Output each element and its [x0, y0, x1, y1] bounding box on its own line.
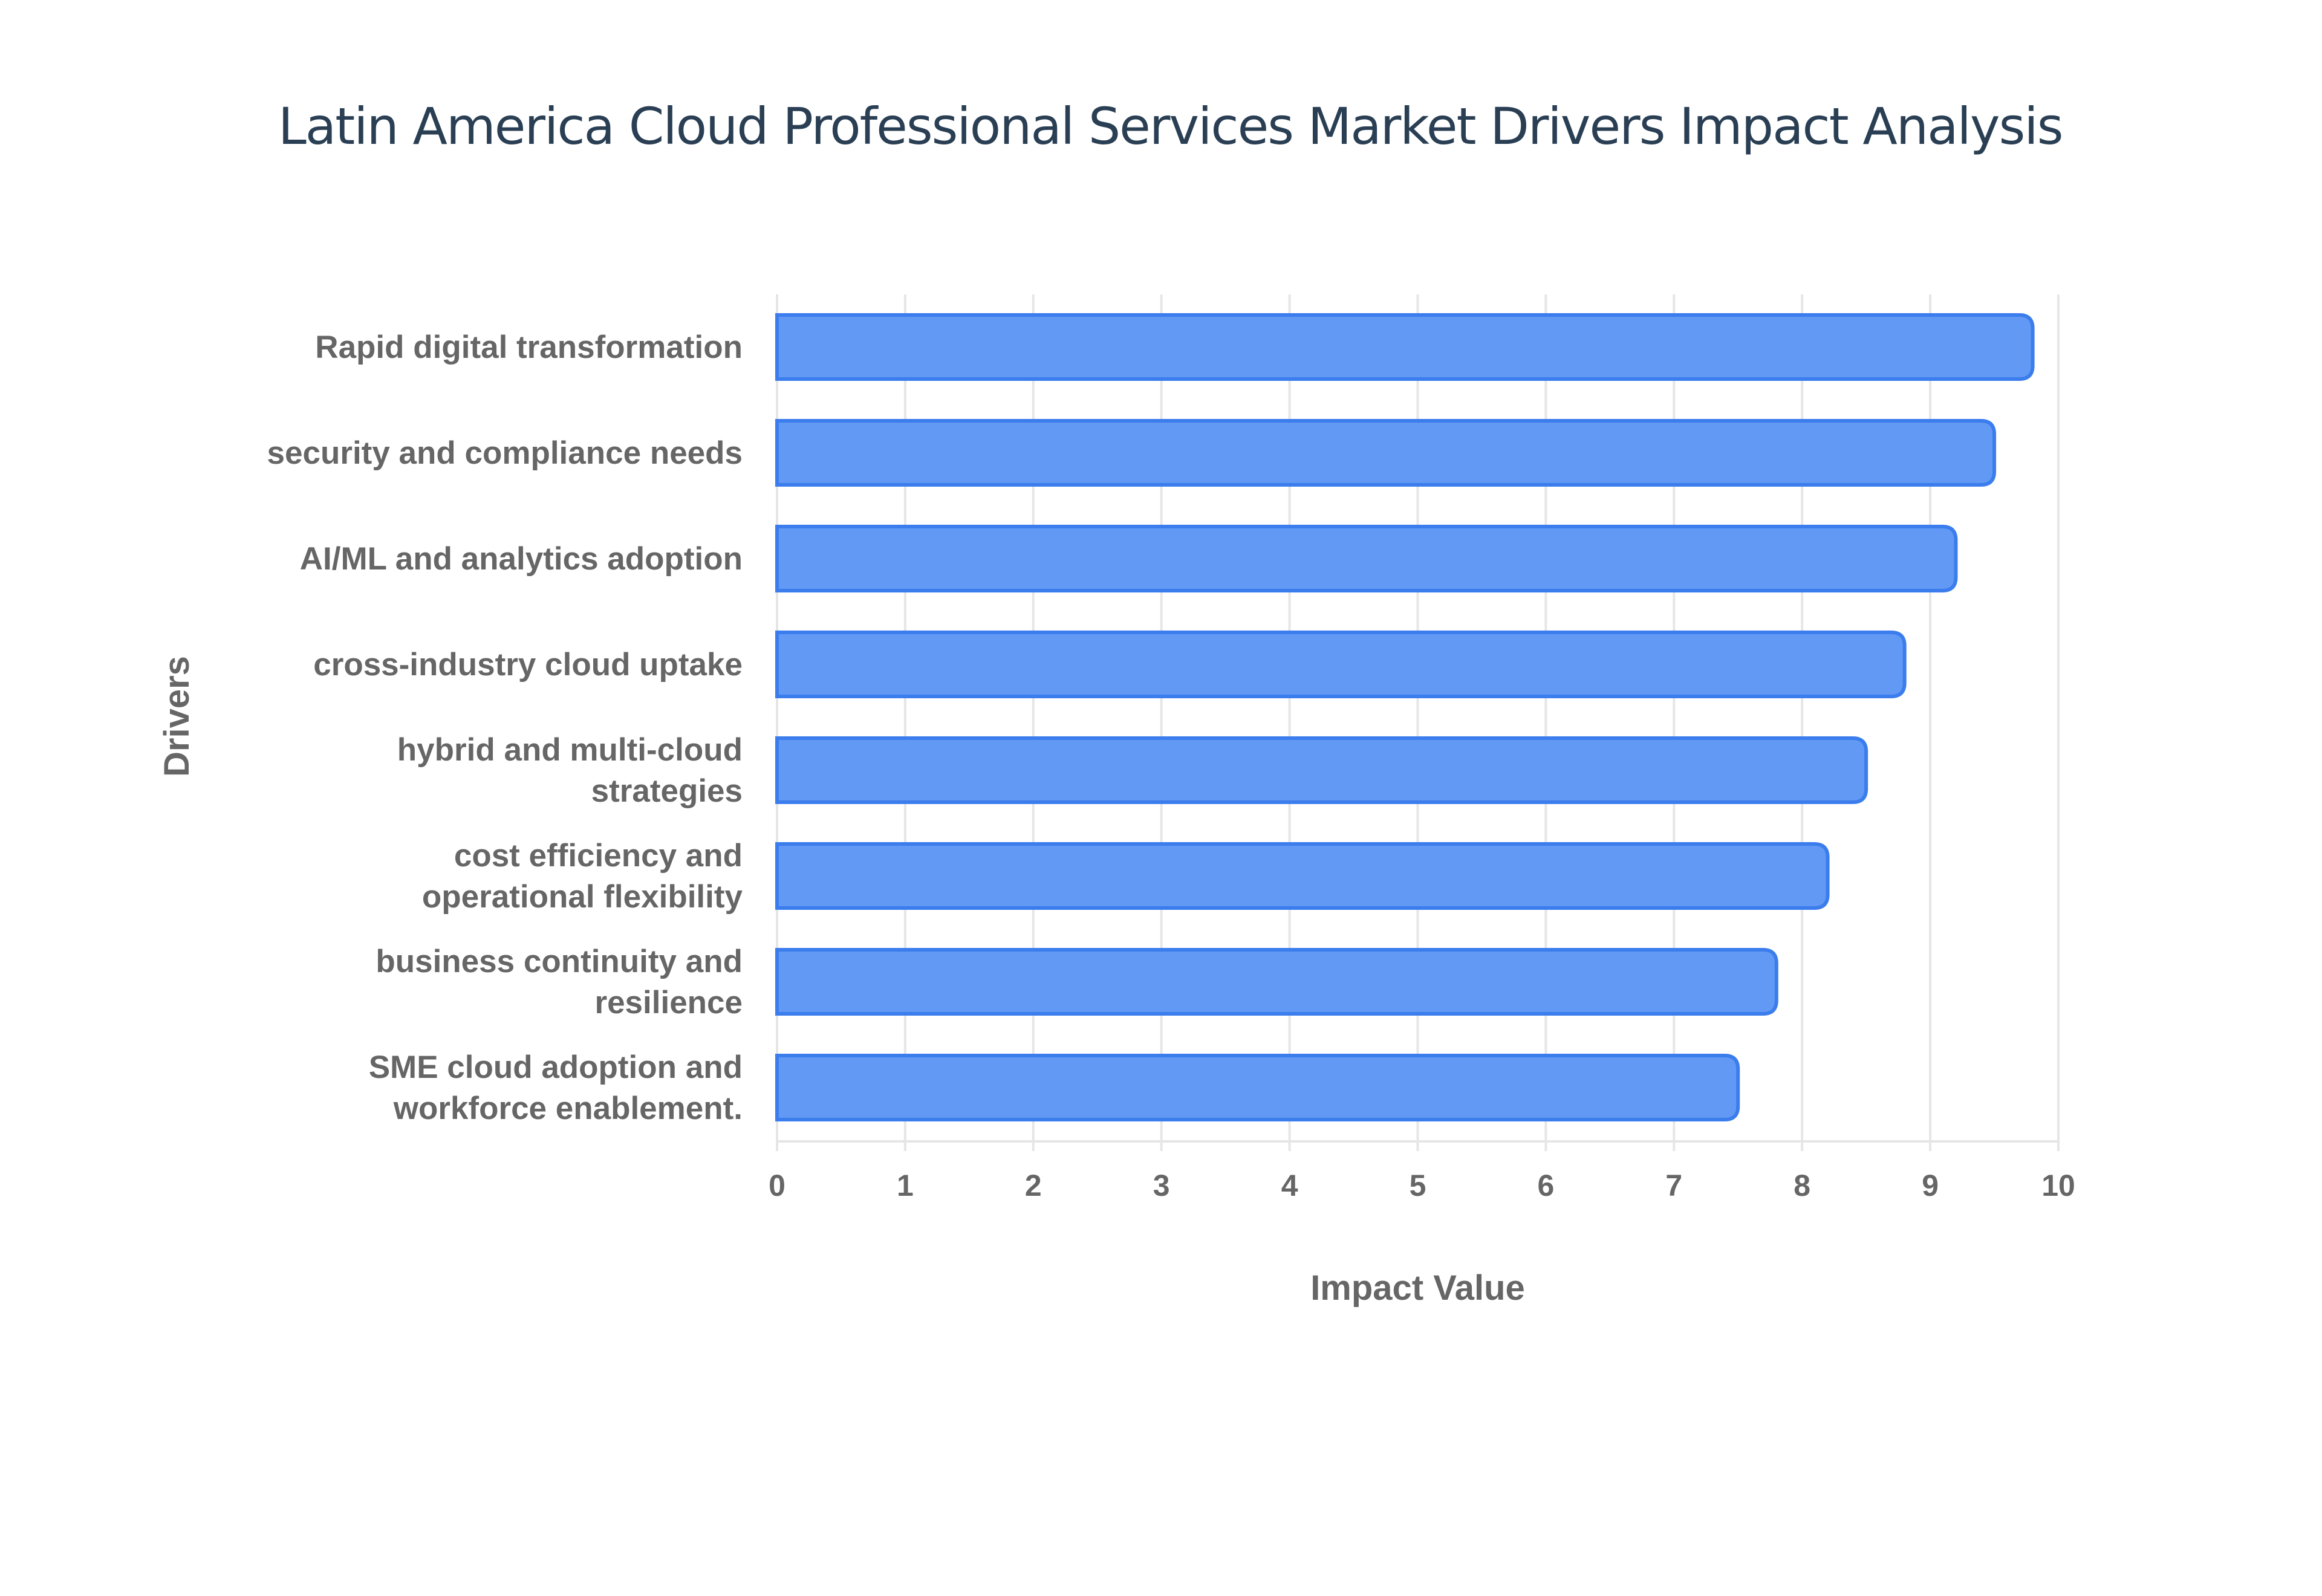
x-tick-label: 3: [1153, 1169, 1170, 1202]
x-tick-label: 0: [769, 1169, 785, 1202]
y-tick-label: security and compliance needs: [267, 435, 743, 471]
y-tick-label-line: Rapid digital transformation: [315, 329, 743, 365]
x-axis-title: Impact Value: [1310, 1268, 1525, 1308]
bar: [775, 948, 1778, 1016]
y-tick-label-line: hybrid and multi-cloud: [397, 732, 743, 768]
y-tick-label-line: cost efficiency and: [454, 838, 743, 874]
bar: [775, 842, 1830, 910]
y-tick-label: AI/ML and analytics adoption: [300, 541, 743, 577]
bar: [775, 1054, 1740, 1121]
y-axis-title: Drivers: [157, 656, 197, 777]
bar: [775, 736, 1868, 804]
y-tick-label-line: resilience: [594, 985, 743, 1020]
x-tick-label: 2: [1025, 1169, 1042, 1202]
y-tick-label-line: SME cloud adoption and: [369, 1049, 743, 1085]
y-tick-label: cross-industry cloud uptake: [313, 647, 743, 683]
x-tick-label: 1: [897, 1169, 914, 1202]
x-tick-label: 9: [1922, 1169, 1939, 1202]
bar: [775, 525, 1958, 592]
y-tick-label: hybrid and multi-cloud strategies: [397, 732, 743, 809]
y-tick-label-line: workforce enablement.: [393, 1091, 743, 1126]
y-tick-label-line: business continuity and: [376, 944, 743, 979]
x-tick-label: 10: [2041, 1169, 2075, 1202]
x-tick-label: 8: [1794, 1169, 1810, 1202]
bar: [775, 419, 1997, 487]
y-tick-label-line: cross-industry cloud uptake: [313, 647, 743, 683]
x-tick-label: 4: [1281, 1169, 1298, 1202]
y-tick-label: SME cloud adoption and workforce enableme…: [369, 1049, 743, 1126]
x-tick-label: 5: [1410, 1169, 1426, 1202]
y-tick-label-line: operational flexibility: [422, 879, 743, 915]
x-tick-label: 6: [1537, 1169, 1554, 1202]
bar: [775, 631, 1907, 698]
y-tick-label-line: AI/ML and analytics adoption: [300, 541, 743, 577]
y-tick-label-line: strategies: [591, 773, 743, 809]
y-tick-label: Rapid digital transformation: [315, 329, 743, 365]
bar: [775, 313, 2035, 381]
y-tick-label: cost efficiency and operational flexibili…: [422, 838, 743, 915]
x-tick-label: 7: [1665, 1169, 1682, 1202]
chart-title: Latin America Cloud Professional Service…: [278, 97, 2063, 156]
y-tick-label: business continuity and resilience: [376, 944, 743, 1020]
y-tick-label-line: security and compliance needs: [267, 435, 743, 471]
